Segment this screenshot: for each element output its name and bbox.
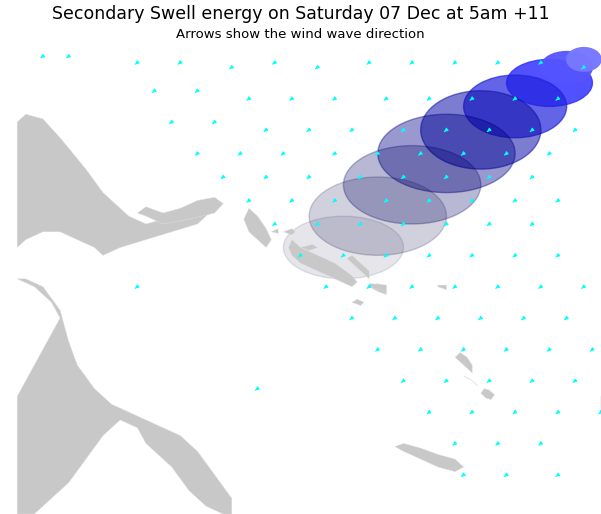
Polygon shape	[300, 244, 318, 251]
Polygon shape	[395, 444, 463, 472]
Polygon shape	[438, 285, 447, 290]
Ellipse shape	[567, 48, 601, 71]
Polygon shape	[244, 208, 271, 247]
Ellipse shape	[378, 114, 515, 193]
Polygon shape	[271, 229, 278, 233]
Polygon shape	[463, 376, 477, 386]
Polygon shape	[369, 284, 386, 291]
Polygon shape	[481, 389, 495, 399]
Ellipse shape	[421, 90, 541, 169]
Polygon shape	[283, 229, 295, 235]
Ellipse shape	[507, 59, 593, 106]
Ellipse shape	[463, 75, 567, 138]
Polygon shape	[17, 279, 232, 514]
Ellipse shape	[541, 51, 593, 83]
Polygon shape	[347, 255, 369, 279]
Polygon shape	[369, 284, 386, 295]
Polygon shape	[352, 299, 364, 305]
Polygon shape	[17, 114, 215, 255]
Polygon shape	[288, 240, 357, 287]
Ellipse shape	[343, 145, 481, 224]
Ellipse shape	[283, 216, 403, 279]
Text: Arrows show the wind wave direction: Arrows show the wind wave direction	[176, 28, 425, 41]
Polygon shape	[138, 197, 223, 224]
Polygon shape	[455, 353, 472, 373]
Text: Secondary Swell energy on Saturday 07 Dec at 5am +11: Secondary Swell energy on Saturday 07 De…	[52, 5, 549, 23]
Ellipse shape	[309, 177, 447, 255]
